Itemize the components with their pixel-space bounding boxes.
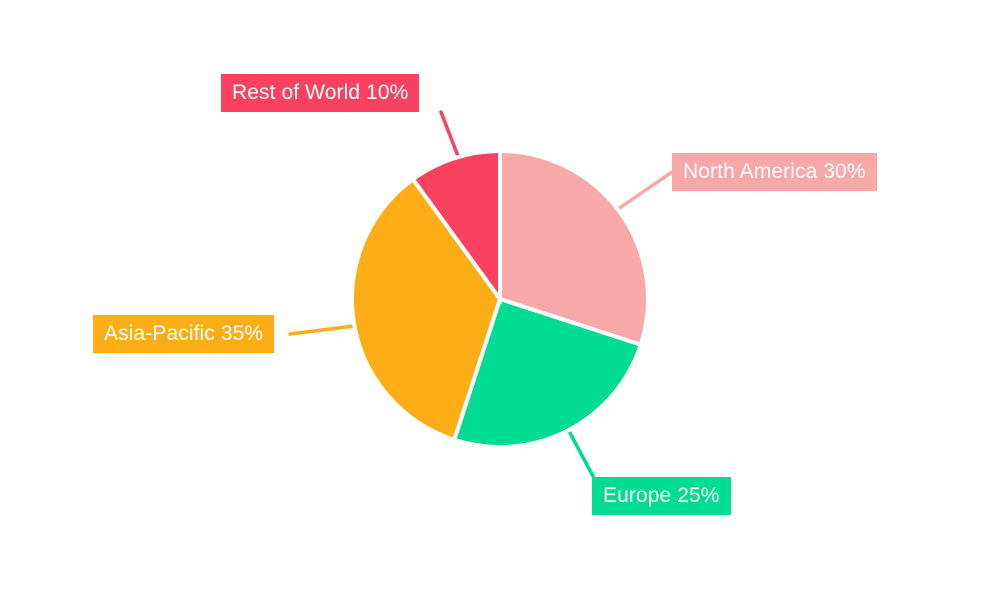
- pie-label-rest-of-world[interactable]: Rest of World 10%: [221, 74, 420, 112]
- pie-label-rest-of-world-text: Rest of World 10%: [232, 81, 409, 104]
- pie-slices: [350, 148, 650, 449]
- pie-slice-asia-pacific[interactable]: [350, 176, 503, 443]
- pie-slice-rest-of-world[interactable]: [410, 148, 502, 306]
- pie-slice-europe[interactable]: [451, 296, 644, 449]
- pie-label-europe[interactable]: Europe 25%: [592, 477, 731, 515]
- pie-label-asia-pacific-text: Asia-Pacific 35%: [104, 322, 264, 345]
- pie-slice-north-america[interactable]: [498, 148, 650, 348]
- pie-label-north-america-text: North America 30%: [683, 160, 866, 183]
- leader-line-asia-pacific: [288, 324, 356, 336]
- pie-label-north-america[interactable]: North America 30%: [672, 153, 877, 191]
- leader-line-europe: [567, 429, 596, 480]
- pie-label-asia-pacific[interactable]: Asia-Pacific 35%: [93, 315, 275, 353]
- pie-label-europe-text: Europe 25%: [603, 484, 720, 507]
